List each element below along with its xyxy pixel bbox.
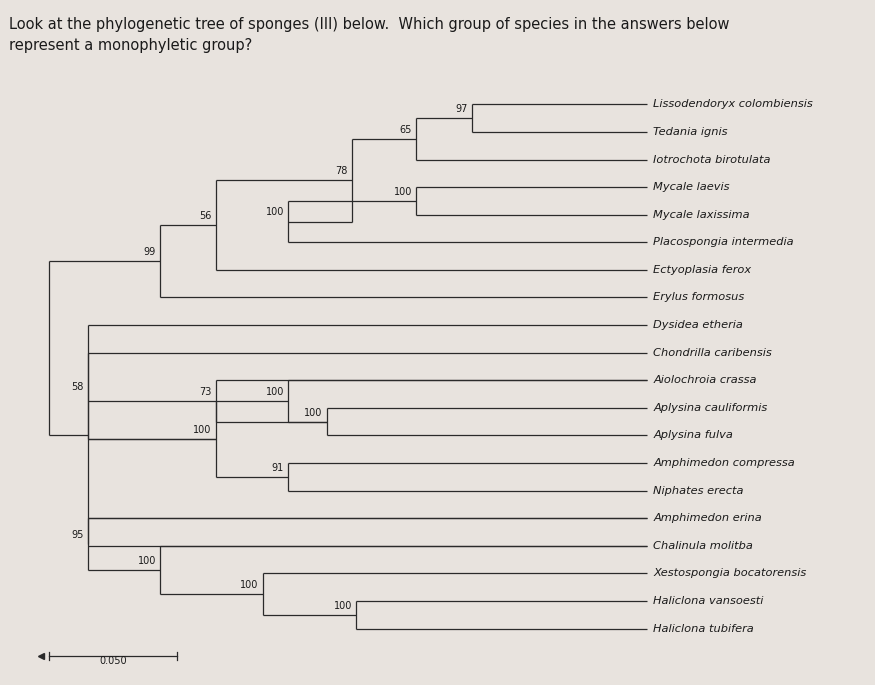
Text: Haliclona tubifera: Haliclona tubifera — [654, 623, 754, 634]
Text: Lissodendoryx colombiensis: Lissodendoryx colombiensis — [654, 99, 813, 110]
Text: 100: 100 — [394, 187, 412, 197]
Text: Chalinula molitba: Chalinula molitba — [654, 541, 753, 551]
Text: 100: 100 — [240, 580, 258, 590]
Text: Mycale laevis: Mycale laevis — [654, 182, 730, 192]
Text: 100: 100 — [137, 556, 156, 566]
Text: 58: 58 — [71, 382, 83, 392]
Text: Mycale laxissima: Mycale laxissima — [654, 210, 750, 220]
Text: Placospongia intermedia: Placospongia intermedia — [654, 237, 794, 247]
Text: 56: 56 — [199, 211, 212, 221]
Text: 65: 65 — [400, 125, 412, 135]
Text: Chondrilla caribensis: Chondrilla caribensis — [654, 348, 773, 358]
Text: 91: 91 — [271, 462, 284, 473]
Text: represent a monophyletic group?: represent a monophyletic group? — [9, 38, 252, 53]
Text: 100: 100 — [265, 208, 284, 217]
Text: Iotrochota birotulata: Iotrochota birotulata — [654, 155, 771, 164]
Text: 97: 97 — [455, 104, 467, 114]
Text: Ectyoplasia ferox: Ectyoplasia ferox — [654, 265, 752, 275]
Text: Haliclona vansoesti: Haliclona vansoesti — [654, 596, 764, 606]
Text: 78: 78 — [335, 166, 348, 176]
Text: Amphimedon erina: Amphimedon erina — [654, 513, 762, 523]
Text: Aplysina fulva: Aplysina fulva — [654, 430, 733, 440]
Text: 95: 95 — [71, 530, 83, 540]
Text: 100: 100 — [333, 601, 352, 610]
Text: 100: 100 — [193, 425, 212, 435]
Text: 100: 100 — [304, 408, 322, 418]
Text: Amphimedon compressa: Amphimedon compressa — [654, 458, 795, 468]
Text: 100: 100 — [265, 387, 284, 397]
Text: 0.050: 0.050 — [100, 656, 127, 666]
Text: 73: 73 — [199, 387, 212, 397]
Text: 99: 99 — [144, 247, 156, 257]
Text: Niphates erecta: Niphates erecta — [654, 486, 744, 496]
Text: Erylus formosus: Erylus formosus — [654, 292, 745, 303]
Text: Aplysina cauliformis: Aplysina cauliformis — [654, 403, 767, 413]
Text: Xestospongia bocatorensis: Xestospongia bocatorensis — [654, 569, 807, 578]
Text: Aiolochroia crassa: Aiolochroia crassa — [654, 375, 757, 385]
Text: Dysidea etheria: Dysidea etheria — [654, 320, 744, 330]
Text: Tedania ignis: Tedania ignis — [654, 127, 728, 137]
Text: Look at the phylogenetic tree of sponges (III) below.  Which group of species in: Look at the phylogenetic tree of sponges… — [9, 17, 729, 32]
